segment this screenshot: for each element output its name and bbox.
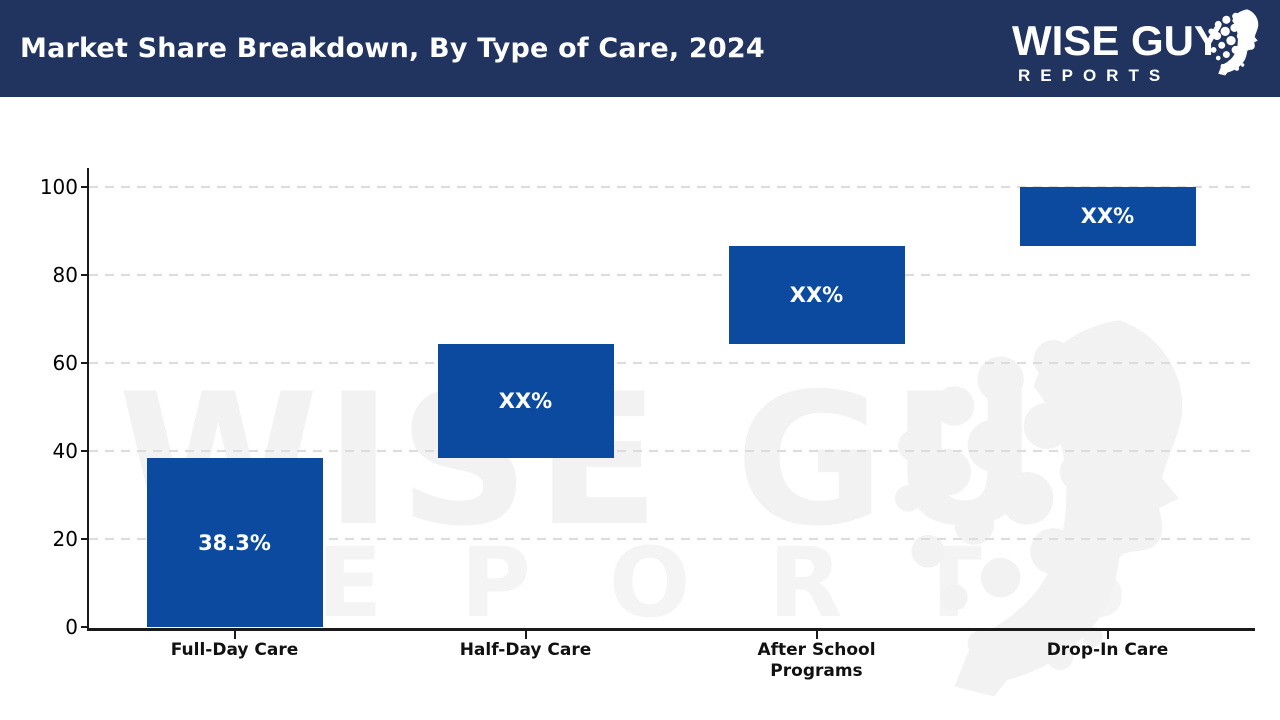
x-tick-mark-0: [233, 631, 236, 639]
x-category-label-1: Half-Day Care: [459, 640, 592, 660]
gridline-60: [89, 362, 1253, 364]
y-tick-label-0: 0: [65, 615, 78, 639]
y-axis-line: [87, 168, 89, 630]
wise-guy-reports-logo: WISE GUY REPORTS: [1012, 9, 1259, 85]
header-bar: Market Share Breakdown, By Type of Care,…: [0, 0, 1280, 97]
watermark-text-line2: REPORTS: [165, 527, 1207, 639]
logo-subtext: REPORTS: [1018, 66, 1170, 85]
bar-value-label: 38.3%: [198, 530, 271, 555]
bar-half-day-care: XX%: [437, 344, 614, 459]
x-tick-mark-2: [815, 631, 818, 639]
x-category-label-3: Drop-In Care: [1046, 640, 1169, 660]
gridline-80: [89, 274, 1253, 276]
bar-value-label: XX%: [498, 389, 553, 414]
y-tick-label-20: 20: [52, 527, 78, 551]
chart-area: WISE GUY REPORTS 0 20 40 60 80 100 38.3% Full-D…: [0, 97, 1280, 720]
x-category-label-2: After School Programs: [757, 640, 876, 682]
y-tick-label-40: 40: [52, 439, 78, 463]
y-tick-mark-20: [81, 538, 89, 540]
y-tick-label-100: 100: [39, 175, 78, 199]
y-tick-mark-100: [81, 186, 89, 188]
x-axis-line: [87, 628, 1255, 631]
page-title: Market Share Breakdown, By Type of Care,…: [20, 33, 765, 64]
y-tick-mark-0: [81, 626, 89, 628]
x-tick-mark-3: [1106, 631, 1109, 639]
gridline-100: [89, 186, 1253, 188]
y-tick-mark-80: [81, 274, 89, 276]
bar-value-label: XX%: [789, 283, 844, 307]
gridline-20: [89, 538, 1253, 540]
logo-wordmark: WISE GUY: [1012, 17, 1222, 64]
y-tick-mark-60: [81, 362, 89, 364]
y-tick-mark-40: [81, 450, 89, 452]
bar-after-school-programs: XX%: [728, 245, 905, 345]
x-tick-mark-1: [524, 631, 527, 639]
bar-full-day-care: 38.3%: [146, 458, 323, 627]
y-tick-label-60: 60: [52, 351, 78, 375]
gridline-40: [89, 450, 1253, 452]
bar-value-label: XX%: [1080, 204, 1135, 229]
y-tick-label-80: 80: [52, 263, 78, 287]
bar-drop-in-care: XX%: [1019, 187, 1196, 246]
x-category-label-0: Full-Day Care: [170, 640, 299, 660]
